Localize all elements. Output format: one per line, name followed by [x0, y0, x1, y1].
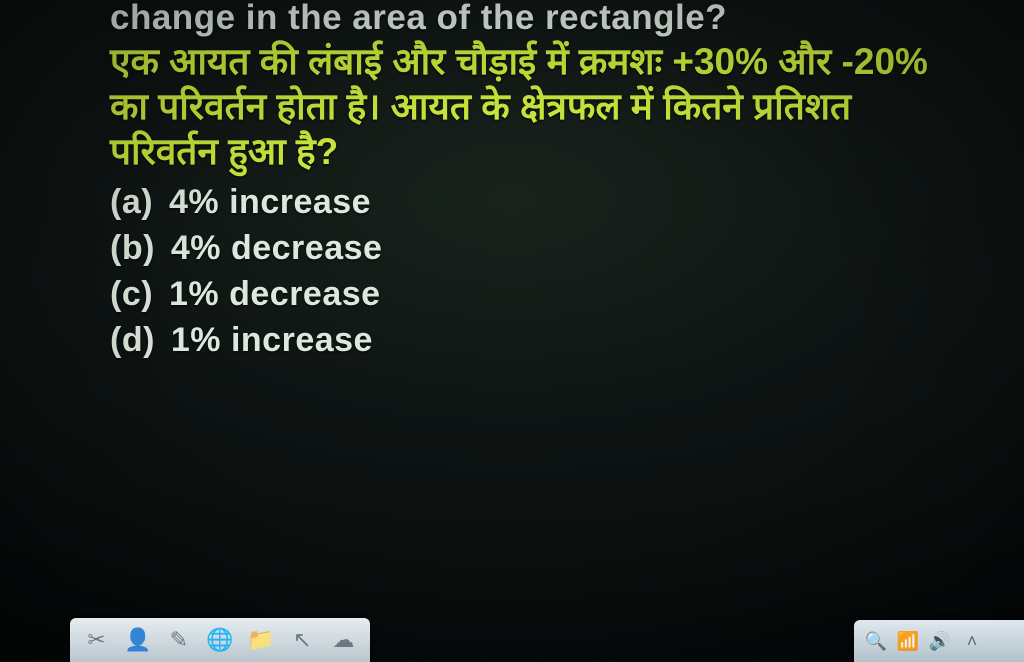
option-text: 4% decrease [171, 229, 383, 267]
option-letter: (a) [110, 183, 153, 221]
scissors-icon[interactable]: ✂ [83, 626, 111, 654]
option-a[interactable]: (a) 4% increase [110, 180, 930, 226]
search-icon[interactable]: 🔍 [864, 629, 888, 653]
option-letter: (c) [110, 275, 153, 313]
option-b[interactable]: (b) 4% decrease [110, 226, 930, 272]
wifi-icon[interactable]: 📶 [896, 629, 920, 653]
option-text: 1% decrease [169, 275, 381, 313]
options-list: (a) 4% increase (b) 4% decrease (c) 1% d… [110, 180, 930, 364]
slide-background: change in the area of the rectangle? एक … [0, 0, 1024, 662]
taskbar-right: 🔍 📶 🔊 ˄ [854, 620, 1024, 662]
question-hindi: एक आयत की लंबाई और चौड़ाई में क्रमशः +30… [110, 39, 930, 174]
option-text: 1% increase [171, 321, 373, 359]
person-icon[interactable]: 👤 [124, 626, 152, 654]
chevron-up-icon[interactable]: ˄ [960, 629, 984, 653]
folder-icon[interactable]: 📁 [247, 626, 275, 654]
option-text: 4% increase [169, 183, 371, 221]
cloud-icon[interactable]: ☁ [329, 626, 357, 654]
cursor-icon[interactable]: ↖ [288, 626, 316, 654]
taskbar-left: ✂ 👤 ✎ 🌐 📁 ↖ ☁ [70, 618, 370, 662]
pen-icon[interactable]: ✎ [165, 626, 193, 654]
option-letter: (b) [110, 229, 155, 267]
option-c[interactable]: (c) 1% decrease [110, 272, 930, 318]
option-letter: (d) [110, 321, 155, 359]
globe-icon[interactable]: 🌐 [206, 626, 234, 654]
question-block: change in the area of the rectangle? एक … [110, 0, 930, 364]
sound-icon[interactable]: 🔊 [928, 629, 952, 653]
question-english: change in the area of the rectangle? [110, 0, 930, 37]
option-d[interactable]: (d) 1% increase [110, 318, 930, 364]
